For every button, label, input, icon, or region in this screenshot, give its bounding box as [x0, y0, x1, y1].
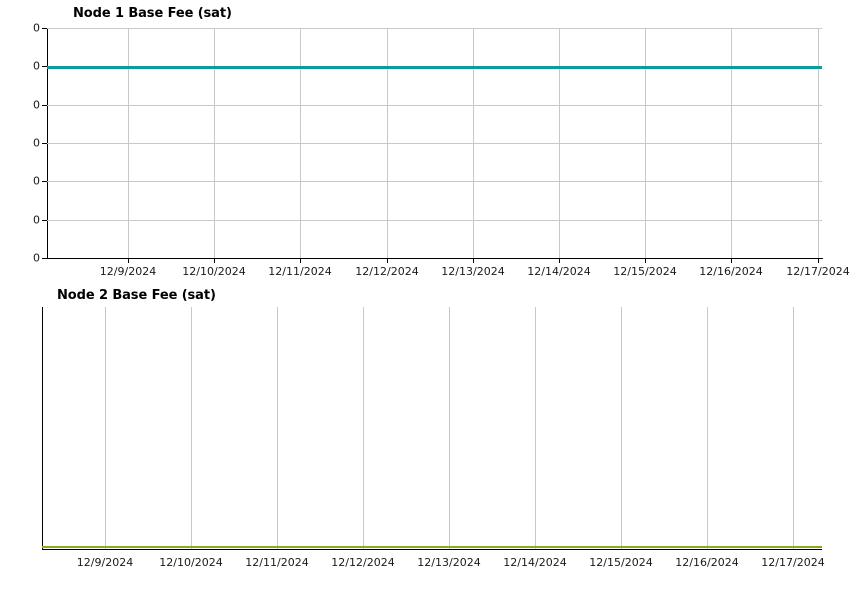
x-tick-label-node-1: 12/14/2024 [527, 265, 591, 278]
x-tick-node-1 [300, 258, 301, 263]
x-tick-label-node-2: 12/12/2024 [331, 556, 395, 569]
y-tick-label-node-1: 0 [33, 251, 40, 265]
y-tick-label-node-1: 0 [33, 136, 40, 150]
x-tick-node-1 [559, 258, 560, 263]
gridline-vertical [731, 28, 732, 258]
gridline-vertical [793, 307, 794, 549]
chart-title-node-2: Node 2 Base Fee (sat) [57, 288, 216, 303]
x-tick-label-node-1: 12/10/2024 [182, 265, 246, 278]
x-tick-node-1 [645, 258, 646, 263]
series-line-node-1 [47, 66, 822, 69]
gridline-vertical [818, 28, 819, 258]
x-tick-label-node-1: 12/12/2024 [355, 265, 419, 278]
gridline-horizontal [47, 181, 822, 182]
gridline-vertical [105, 307, 106, 549]
x-tick-label-node-2: 12/16/2024 [675, 556, 739, 569]
y-axis-line-node-2 [42, 307, 43, 549]
y-tick-node-1 [42, 66, 47, 67]
gridline-horizontal [47, 28, 822, 29]
gridline-vertical [449, 307, 450, 549]
x-tick-label-node-1: 12/15/2024 [613, 265, 677, 278]
gridline-vertical [387, 28, 388, 258]
x-tick-label-node-2: 12/9/2024 [76, 556, 134, 569]
gridline-horizontal [47, 143, 822, 144]
y-tick-node-1 [42, 28, 47, 29]
plot-area-node-2 [42, 307, 822, 549]
x-tick-label-node-2: 12/17/2024 [761, 556, 825, 569]
gridline-vertical [191, 307, 192, 549]
x-tick-label-node-2: 12/10/2024 [159, 556, 223, 569]
x-tick-label-node-1: 12/13/2024 [441, 265, 505, 278]
x-tick-node-1 [387, 258, 388, 263]
y-tick-node-1 [42, 258, 47, 259]
gridline-vertical [707, 307, 708, 549]
gridline-vertical [645, 28, 646, 258]
x-tick-label-node-1: 12/9/2024 [99, 265, 157, 278]
x-tick-label-node-1: 12/16/2024 [699, 265, 763, 278]
gridline-vertical [214, 28, 215, 258]
x-tick-node-1 [473, 258, 474, 263]
y-tick-label-node-1: 0 [33, 98, 40, 112]
x-tick-label-node-2: 12/14/2024 [503, 556, 567, 569]
y-tick-node-1 [42, 105, 47, 106]
series-line-node-2 [42, 546, 822, 548]
gridline-vertical [621, 307, 622, 549]
y-tick-node-1 [42, 181, 47, 182]
y-tick-node-1 [42, 143, 47, 144]
chart-node-1-base-fee: Node 1 Base Fee (sat) 0 0 0 0 0 0 0 [0, 0, 860, 285]
x-tick-label-node-1: 12/17/2024 [786, 265, 850, 278]
x-tick-node-1 [731, 258, 732, 263]
x-axis-line-node-1 [47, 258, 823, 259]
gridline-vertical [559, 28, 560, 258]
x-tick-node-1 [818, 258, 819, 263]
x-tick-node-1 [128, 258, 129, 263]
x-tick-label-node-2: 12/15/2024 [589, 556, 653, 569]
y-tick-label-node-1: 0 [33, 59, 40, 73]
gridline-vertical [363, 307, 364, 549]
x-axis-line-node-2 [42, 549, 822, 550]
gridline-horizontal [47, 220, 822, 221]
y-tick-node-1 [42, 220, 47, 221]
x-tick-label-node-2: 12/13/2024 [417, 556, 481, 569]
gridline-vertical [535, 307, 536, 549]
y-tick-label-node-1: 0 [33, 213, 40, 227]
chart-title-node-1: Node 1 Base Fee (sat) [73, 6, 232, 21]
chart-node-2-base-fee: Node 2 Base Fee (sat) 12/9/2024 12/10/20… [0, 285, 860, 600]
x-tick-label-node-1: 12/11/2024 [268, 265, 332, 278]
gridline-vertical [300, 28, 301, 258]
y-tick-label-node-1: 0 [33, 174, 40, 188]
gridline-horizontal [47, 105, 822, 106]
gridline-vertical [128, 28, 129, 258]
gridline-vertical [473, 28, 474, 258]
x-tick-label-node-2: 12/11/2024 [245, 556, 309, 569]
gridline-vertical [277, 307, 278, 549]
x-tick-node-1 [214, 258, 215, 263]
y-tick-label-node-1: 0 [33, 21, 40, 35]
